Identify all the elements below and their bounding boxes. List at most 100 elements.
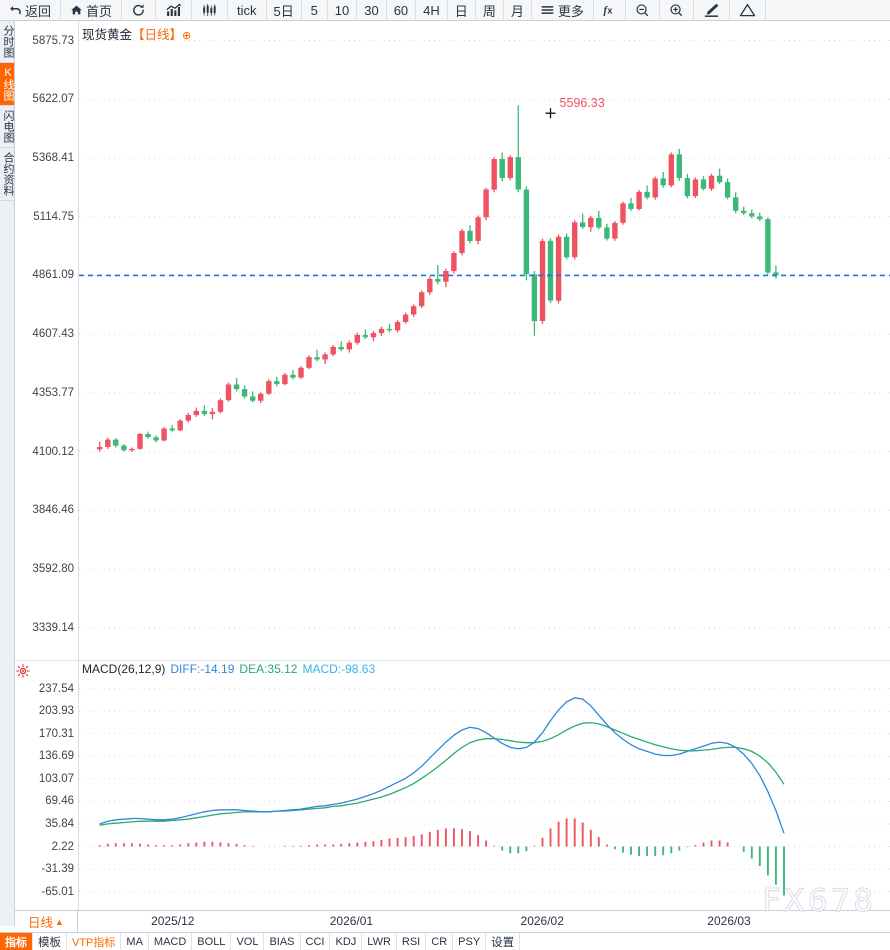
bottom-tab-vol-label: VOL <box>236 935 259 948</box>
sidebar-item-contract[interactable]: 合约资料 <box>0 148 14 201</box>
price-axis-label: 3339.14 <box>32 621 74 634</box>
date-axis-label: 2025/12 <box>151 914 195 928</box>
bottom-tab-kdj[interactable]: KDJ <box>330 933 363 950</box>
refresh-icon <box>131 3 146 17</box>
function-button[interactable]: fxfx <box>594 0 626 20</box>
bottom-tab-rsi[interactable]: RSI <box>397 933 427 950</box>
period-tick[interactable]: tick <box>228 0 267 20</box>
sidebar-item-flash-label: 闪电图 <box>2 110 14 143</box>
period-10[interactable]: 10 <box>328 0 358 20</box>
period-60[interactable]: 60 <box>387 0 417 20</box>
macd-dea-value: DEA:35.12 <box>239 662 298 676</box>
indicator-bar: 指标 模板 VTP指标 MA MACD BOLL VOL BIAS CCI KDJ LWR RSI CR… <box>0 932 890 950</box>
bottom-tab-macd[interactable]: MACD <box>149 933 193 950</box>
macd-axis-label: 136.69 <box>38 750 74 763</box>
bottom-tab-cci[interactable]: CCI <box>301 933 331 950</box>
bottom-tab-ma[interactable]: MA <box>121 933 149 950</box>
price-axis-label: 5114.75 <box>33 210 74 223</box>
period-5[interactable]: 5 <box>302 0 328 20</box>
draw-triangle-button[interactable] <box>730 0 766 20</box>
price-axis-label: 5875.73 <box>32 34 74 47</box>
zoom-out-icon <box>635 3 650 17</box>
back-button[interactable]: 返回 <box>0 0 62 20</box>
candlestick-plot[interactable]: 5596.33 <box>78 21 890 660</box>
bar-chart-icon <box>165 3 182 17</box>
price-axis-label: 4100.12 <box>32 445 74 458</box>
bottom-tab-vol[interactable]: VOL <box>231 933 265 950</box>
period-week[interactable]: 周 <box>476 0 504 20</box>
svg-text:x: x <box>607 6 612 16</box>
draw-pen-button[interactable] <box>694 0 730 20</box>
period-week-label: 周 <box>482 3 496 19</box>
bottom-tab-psy[interactable]: PSY <box>453 933 487 950</box>
macd-axis-label: 103.07 <box>38 772 74 785</box>
period-4h[interactable]: 4H <box>416 0 448 20</box>
home-icon <box>70 3 83 17</box>
period-5day[interactable]: 5日 <box>267 0 302 20</box>
macd-pane[interactable]: 237.54 203.93 170.31 136.69 103.07 69.46 35.84… <box>15 660 890 911</box>
date-axis-label: 2026/01 <box>329 914 374 928</box>
period-tick-label: tick <box>237 2 257 18</box>
bottom-tab-bias-label: BIAS <box>269 935 295 948</box>
macd-plot[interactable] <box>78 661 890 911</box>
pen-icon <box>703 3 720 17</box>
bottom-tab-ma-label: MA <box>126 935 143 948</box>
period-10-label: 10 <box>334 2 350 18</box>
macd-macd-value: MACD:-98.63 <box>302 662 376 676</box>
period-day-label: 日 <box>454 3 468 19</box>
candlestick-svg: 5596.33 <box>79 40 890 629</box>
period-selector-button[interactable]: 日线 ▲ <box>15 911 78 932</box>
back-button-label: 返回 <box>25 3 52 19</box>
settings-circle-icon[interactable]: ⊕ <box>182 30 192 42</box>
sidebar-item-flash[interactable]: 闪电图 <box>0 106 14 148</box>
macd-axis-label: 237.54 <box>38 682 74 695</box>
refresh-button[interactable] <box>122 0 157 20</box>
candlestick-button[interactable] <box>192 0 229 20</box>
macd-axis-label: 35.84 <box>45 817 74 830</box>
price-y-axis: 5875.73 5622.07 5368.41 5114.75 4861.09 4607.… <box>15 21 78 660</box>
bottom-tab-kdj-label: KDJ <box>335 935 357 948</box>
left-sidebar: 分时图 K线图闪电图合约资料 <box>0 21 15 926</box>
zoom-in-button[interactable] <box>660 0 694 20</box>
bottom-tab-rsi-label: RSI <box>401 935 421 948</box>
period-30-label: 30 <box>364 2 379 18</box>
bottom-tab-indicator[interactable]: 指标 <box>0 933 33 950</box>
period-60-label: 60 <box>393 2 409 18</box>
bottom-tab-boll[interactable]: BOLL <box>192 933 232 950</box>
macd-indicator-icon[interactable] <box>16 664 30 678</box>
sidebar-item-kline-label: K线图 <box>2 67 14 101</box>
period-5day-label: 5日 <box>273 3 294 19</box>
bottom-tab-template[interactable]: 模板 <box>33 933 67 950</box>
bar-chart-button[interactable] <box>156 0 193 20</box>
macd-axis-label: -65.01 <box>41 885 74 898</box>
sidebar-item-contract-label: 合约资料 <box>2 152 14 196</box>
period-5-label: 5 <box>310 2 318 18</box>
sidebar-item-timeline[interactable]: 分时图 <box>0 21 14 63</box>
more-button[interactable]: 更多 <box>532 0 594 20</box>
date-axis: 日线 ▲ FX678 2025/12 2026/01 2026/02 2026/03 <box>15 883 890 932</box>
period-month[interactable]: 月 <box>504 0 532 20</box>
bottom-tab-vtp[interactable]: VTP指标 <box>67 933 122 950</box>
sidebar-item-kline[interactable]: K线图 <box>0 63 14 106</box>
period-day[interactable]: 日 <box>448 0 476 20</box>
bottom-tab-settings[interactable]: 设置 <box>486 933 521 950</box>
bottom-tab-lwr[interactable]: LWR <box>362 933 397 950</box>
period-30[interactable]: 30 <box>357 0 387 20</box>
bottom-tab-bias[interactable]: BIAS <box>264 933 301 950</box>
macd-diff-value: DIFF:-14.19 <box>170 662 235 676</box>
price-axis-label: 3846.46 <box>32 504 74 517</box>
price-axis-label: 5622.07 <box>32 93 74 106</box>
macd-axis-label: 170.31 <box>38 727 74 740</box>
bottom-tab-lwr-label: LWR <box>367 935 391 948</box>
bottom-tab-boll-label: BOLL <box>197 935 226 948</box>
price-chart-pane[interactable]: 5875.73 5622.07 5368.41 5114.75 4861.09 4607.… <box>15 21 890 660</box>
sidebar-item-timeline-label: 分时图 <box>2 25 14 58</box>
zoom-out-button[interactable] <box>626 0 660 20</box>
home-button[interactable]: 首页 <box>61 0 123 20</box>
macd-header: MACD(26,12,9) DIFF:-14.19 DEA:35.12 MACD:-9… <box>82 662 375 676</box>
home-button-label: 首页 <box>86 3 113 19</box>
macd-axis-label: 203.93 <box>38 705 74 718</box>
bottom-tab-cr[interactable]: CR <box>426 933 454 950</box>
